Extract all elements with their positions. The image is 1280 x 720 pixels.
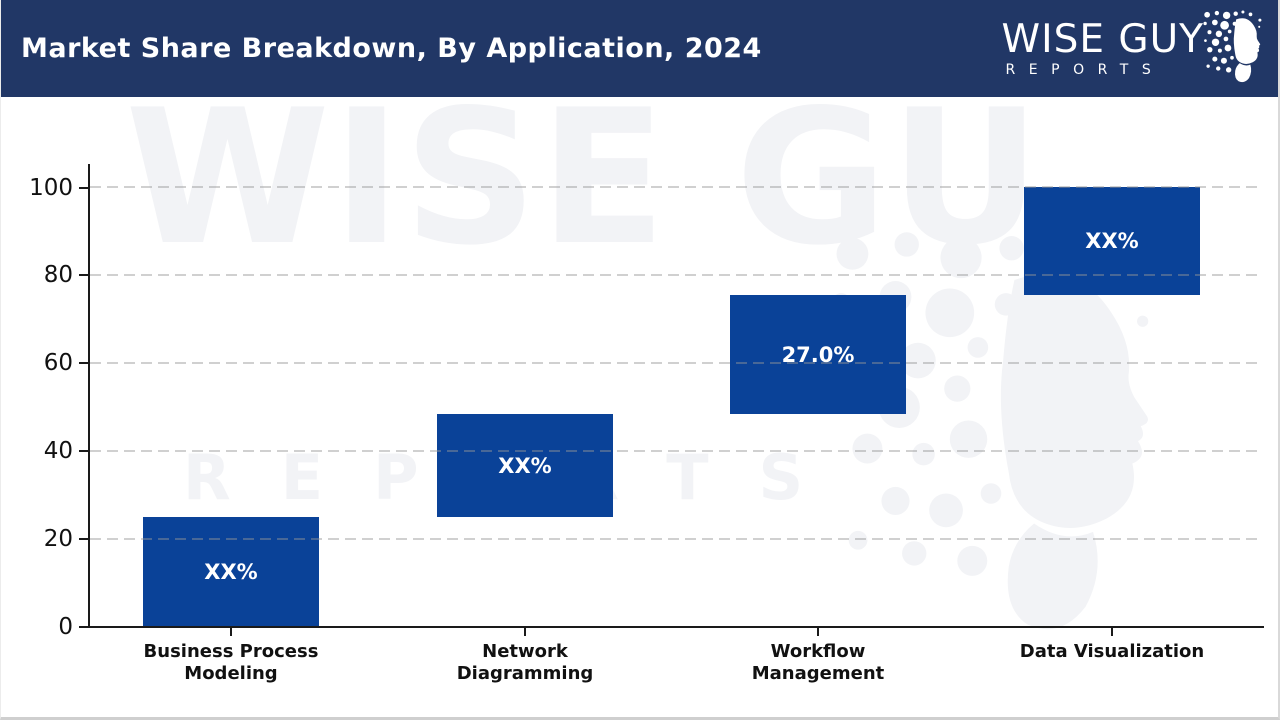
x-category-label-data-visualization: Data Visualization	[1019, 641, 1205, 662]
gridline-80	[90, 274, 1263, 276]
x-category-label-network-diagramming: Network Diagramming	[456, 641, 594, 684]
page-title: Market Share Breakdown, By Application, …	[21, 33, 762, 64]
bar-workflow-management: 27.0%	[730, 295, 906, 414]
bar-value-label: XX%	[204, 560, 258, 584]
y-tick-mark-60	[79, 362, 88, 364]
x-tick-mark-3	[817, 628, 819, 636]
x-tick-mark-2	[524, 628, 526, 636]
brand-head-icon	[1203, 10, 1262, 83]
y-tick-mark-100	[79, 187, 88, 189]
bar-value-label: XX%	[1085, 229, 1139, 253]
y-tick-label-40: 40	[43, 438, 73, 464]
y-tick-label-60: 60	[43, 350, 73, 376]
bar-business-process-modeling: XX%	[143, 517, 319, 627]
x-tick-mark-4	[1111, 628, 1113, 636]
gridline-20	[90, 538, 1263, 540]
x-category-label-business-process-modeling: Business Process Modeling	[143, 641, 319, 684]
gridline-40	[90, 450, 1263, 452]
x-axis-line	[83, 626, 1264, 628]
bar-data-visualization: XX%	[1024, 187, 1200, 295]
bar-value-label: XX%	[498, 453, 552, 478]
x-category-label-workflow-management: Workflow Management	[751, 641, 885, 684]
brand-name-text: WISE GUY	[1001, 16, 1204, 62]
y-tick-mark-80	[79, 274, 88, 276]
market-share-chart: WISE GU REPORTS 100 80 60 40 20 0 XX%	[1, 85, 1278, 717]
y-tick-mark-0	[79, 626, 88, 628]
brand-wordmark: WISE GUY REPORTS	[1001, 16, 1204, 78]
y-axis-line	[88, 164, 90, 627]
y-tick-label-100: 100	[29, 175, 73, 201]
y-tick-mark-20	[79, 538, 88, 540]
y-tick-label-80: 80	[43, 262, 73, 288]
brand-reports-text: REPORTS	[1005, 61, 1165, 78]
y-tick-label-0: 0	[58, 614, 73, 640]
gridline-100	[90, 186, 1263, 188]
bar-network-diagramming: XX%	[437, 414, 613, 517]
header-bar: Market Share Breakdown, By Application, …	[1, 0, 1278, 97]
x-tick-mark-1	[230, 628, 232, 636]
gridline-60	[90, 362, 1263, 364]
y-tick-label-20: 20	[43, 526, 73, 552]
brand-logo: WISE GUY REPORTS	[1002, 9, 1264, 88]
bar-value-label: 27.0%	[781, 342, 855, 367]
y-tick-mark-40	[79, 450, 88, 452]
watermark-wordmark: WISE GU	[125, 69, 1043, 286]
